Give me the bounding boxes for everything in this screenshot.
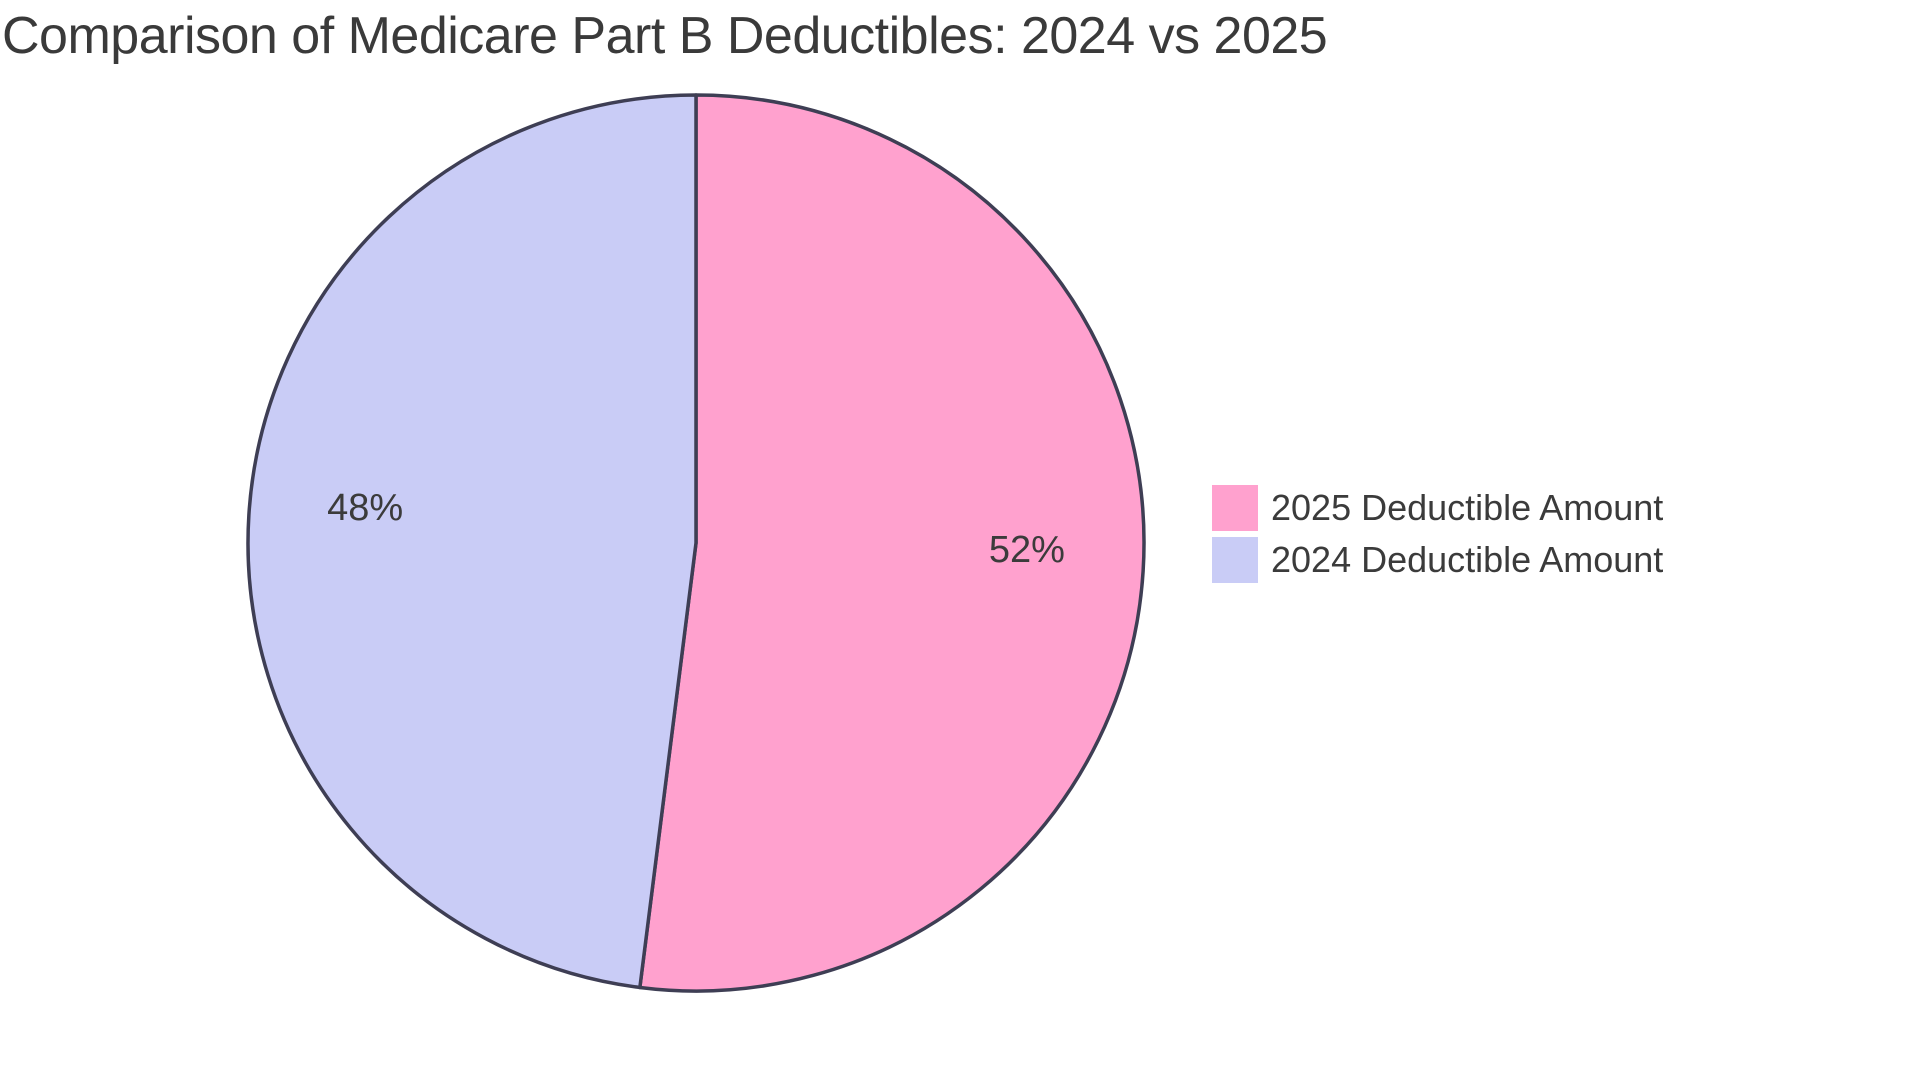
pie-slice-label: 52% <box>989 529 1065 571</box>
pie-slice-label: 48% <box>327 487 403 529</box>
legend-item[interactable]: 2024 Deductible Amount <box>1212 537 1663 583</box>
legend-label: 2025 Deductible Amount <box>1271 487 1664 528</box>
chart-title: Comparison of Medicare Part B Deductible… <box>2 7 1328 65</box>
legend-swatch <box>1212 537 1258 583</box>
legend-swatch <box>1212 485 1258 531</box>
legend-item[interactable]: 2025 Deductible Amount <box>1212 485 1663 531</box>
legend: 2025 Deductible Amount 2024 Deductible Am… <box>1212 485 1663 583</box>
pie-slice-2024[interactable] <box>246 93 698 990</box>
pie-slice-2025[interactable] <box>638 93 1146 993</box>
legend-label: 2024 Deductible Amount <box>1271 539 1664 580</box>
